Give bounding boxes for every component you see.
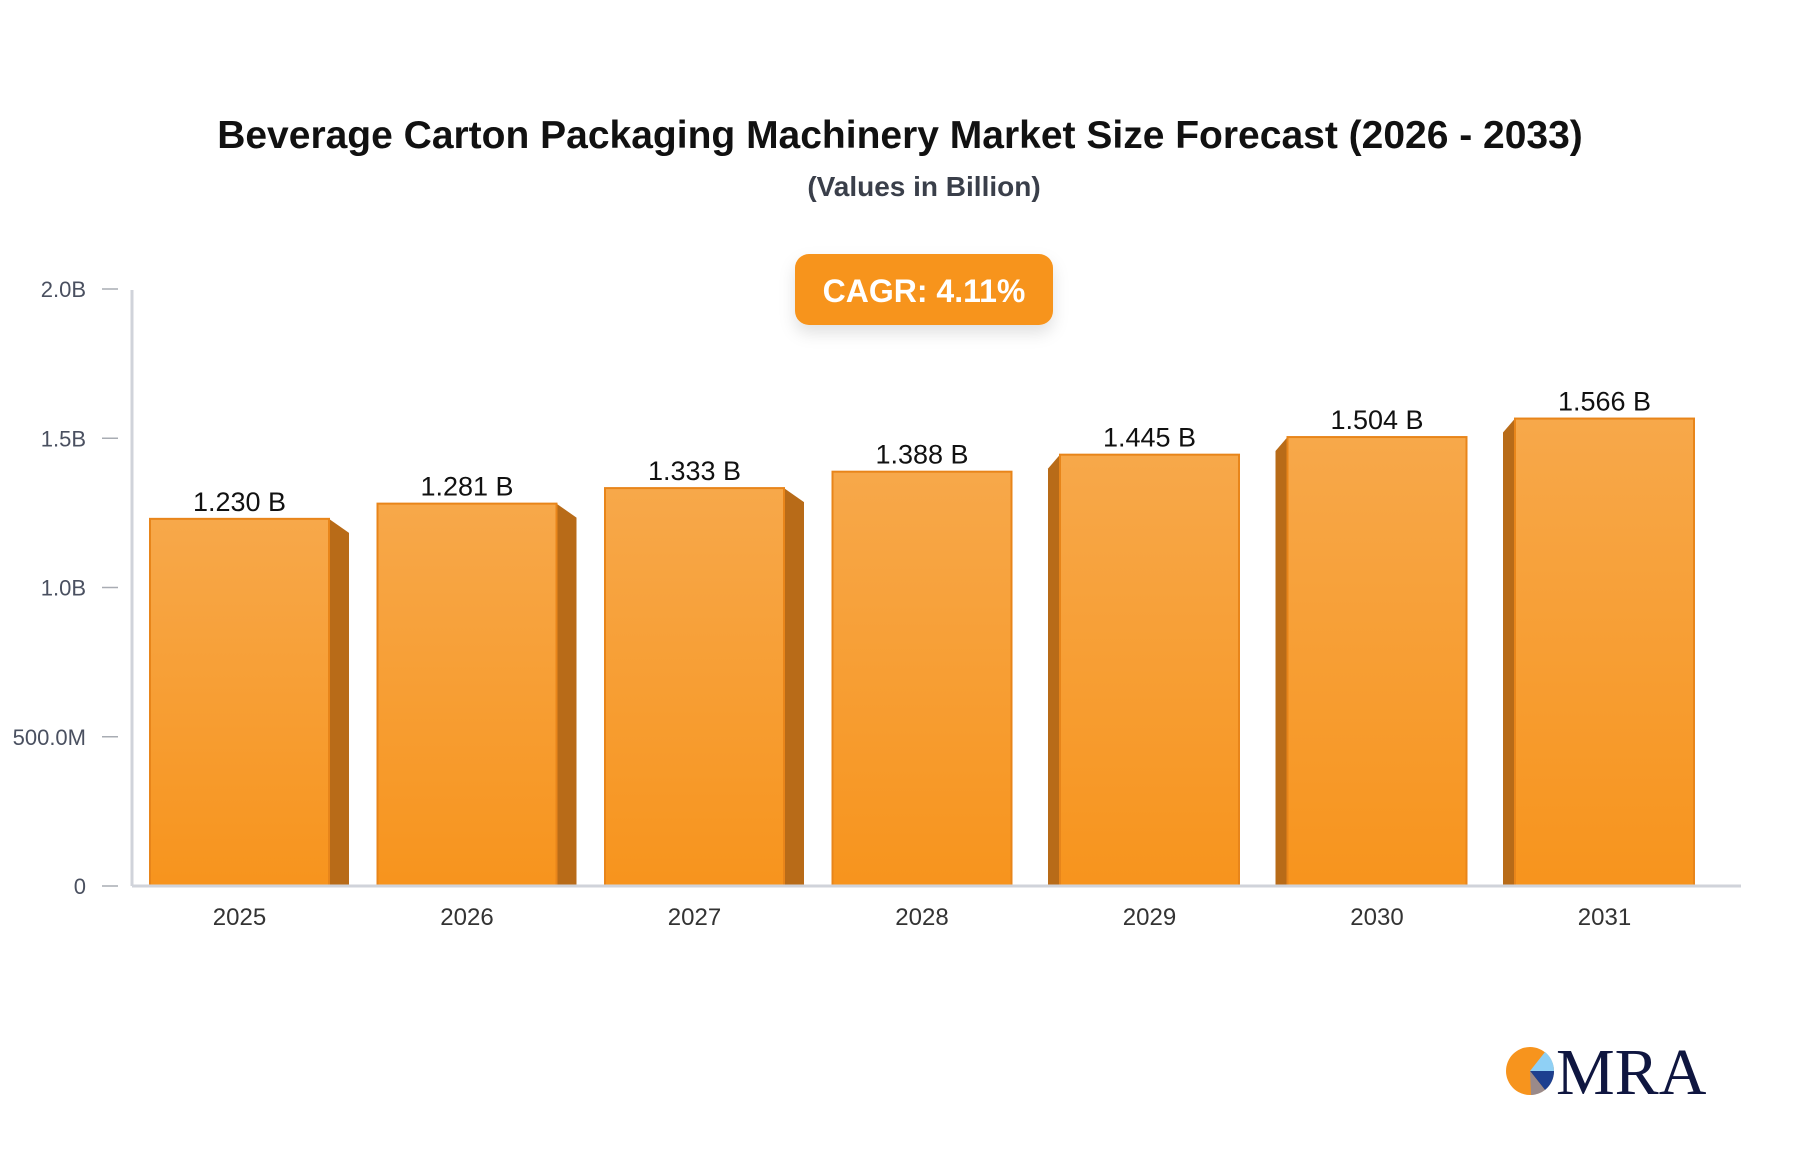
bar-2029: 1.445 B: [1048, 423, 1240, 887]
bar-side: [1275, 437, 1288, 886]
chart-title: Beverage Carton Packaging Machinery Mark…: [217, 114, 1583, 157]
chart-subtitle: (Values in Billion): [807, 171, 1040, 202]
data-label: 1.445 B: [1103, 423, 1196, 453]
bar-front: [1286, 436, 1468, 887]
bar-2030: 1.504 B: [1275, 405, 1468, 887]
x-tick-label: 2025: [213, 904, 266, 931]
x-tick-label: 2029: [1123, 904, 1176, 931]
data-label: 1.566 B: [1558, 387, 1651, 417]
bar-front: [149, 517, 330, 887]
bar-side: [556, 503, 577, 886]
cagr-label: CAGR: 4.11%: [823, 273, 1026, 309]
y-tick-label: 1.5B: [41, 426, 86, 451]
logo-text: MRA: [1556, 1036, 1707, 1109]
bar-side: [1048, 454, 1060, 886]
y-tick-label: 2.0B: [41, 277, 86, 302]
bar-2025: 1.230 B: [149, 487, 349, 887]
data-label: 1.504 B: [1330, 405, 1423, 435]
bar-side: [1503, 418, 1515, 886]
x-tick-label: 2028: [895, 904, 948, 931]
x-tick-label: 2026: [440, 904, 493, 931]
bar-front: [1514, 417, 1695, 887]
bars: 1.230 B 1.281 B 1.333 B 1.388 B 1.445 B 1.504…: [149, 387, 1695, 887]
y-tick-label: 500.0M: [13, 725, 86, 750]
data-label: 1.333 B: [648, 456, 741, 486]
bar-2028: 1.388 B: [831, 440, 1013, 887]
bar-front: [604, 487, 785, 887]
bar-front: [376, 502, 558, 887]
x-tick-label: 2031: [1578, 904, 1631, 931]
data-label: 1.388 B: [875, 440, 968, 470]
bar-2026: 1.281 B: [376, 472, 577, 887]
data-label: 1.281 B: [420, 472, 513, 502]
bar-front: [1059, 453, 1240, 887]
cagr-badge: CAGR: 4.11%: [795, 254, 1053, 325]
bar-2027: 1.333 B: [604, 456, 804, 887]
bar-side: [784, 488, 804, 886]
x-tick-label: 2027: [668, 904, 721, 931]
y-axis: 0 500.0M 1.0B 1.5B 2.0B: [13, 277, 134, 899]
mra-logo: MRA: [1506, 1036, 1707, 1109]
bar-side: [329, 518, 349, 886]
y-tick-label: 1.0B: [41, 576, 86, 601]
bar-front: [831, 470, 1013, 887]
x-axis: 2025 2026 2027 2028 2029 2030 2031: [132, 884, 1741, 931]
data-label: 1.230 B: [193, 487, 286, 517]
bar-2031: 1.566 B: [1503, 387, 1695, 887]
y-tick-label: 0: [74, 874, 86, 899]
x-tick-label: 2030: [1350, 904, 1403, 931]
